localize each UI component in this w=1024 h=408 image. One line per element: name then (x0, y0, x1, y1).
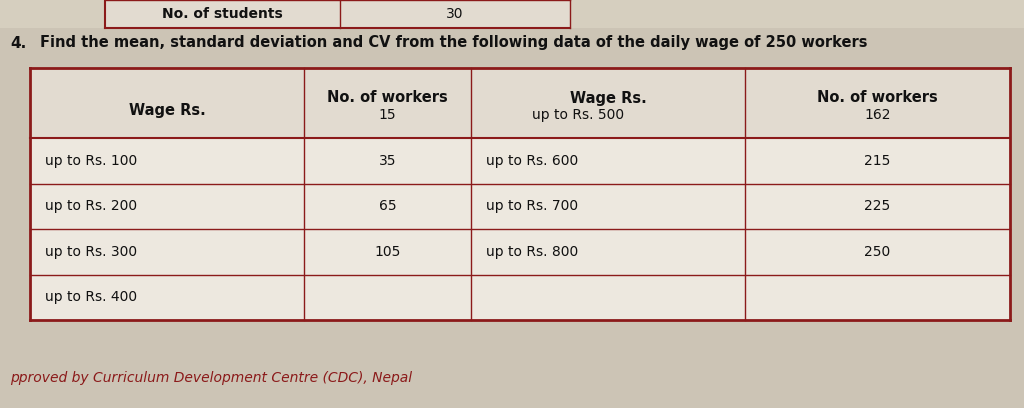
Text: Find the mean, standard deviation and CV from the following data of the daily wa: Find the mean, standard deviation and CV… (40, 35, 867, 51)
Bar (30, 275, 1010, 320)
Text: up to Rs. 500: up to Rs. 500 (531, 108, 624, 122)
Text: Wage Rs.: Wage Rs. (569, 91, 646, 106)
Text: up to Rs. 700: up to Rs. 700 (486, 199, 579, 213)
Bar (30, 68, 1010, 138)
Text: 65: 65 (379, 199, 396, 213)
Text: 4.: 4. (10, 35, 27, 51)
Text: up to Rs. 800: up to Rs. 800 (486, 245, 579, 259)
Text: 105: 105 (375, 245, 400, 259)
Text: up to Rs. 300: up to Rs. 300 (45, 245, 137, 259)
Text: up to Rs. 400: up to Rs. 400 (45, 290, 137, 304)
Text: 30: 30 (446, 7, 464, 21)
Bar (30, 229, 1010, 275)
Text: No. of students: No. of students (162, 7, 283, 21)
Text: No. of workers: No. of workers (327, 91, 447, 106)
Text: 15: 15 (379, 108, 396, 122)
Bar (30, 184, 1010, 229)
Text: No. of workers: No. of workers (817, 91, 938, 106)
Text: 250: 250 (864, 245, 891, 259)
Bar (105, 0, 570, 28)
Bar (0, 0, 1024, 28)
Text: up to Rs. 600: up to Rs. 600 (486, 154, 579, 168)
Bar (30, 138, 1010, 184)
Text: up to Rs. 200: up to Rs. 200 (45, 199, 137, 213)
Text: 35: 35 (379, 154, 396, 168)
Text: 215: 215 (864, 154, 891, 168)
Text: Wage Rs.: Wage Rs. (129, 104, 206, 118)
Text: up to Rs. 100: up to Rs. 100 (45, 154, 137, 168)
Text: pproved by Curriculum Development Centre (CDC), Nepal: pproved by Curriculum Development Centre… (10, 371, 412, 385)
Text: 225: 225 (864, 199, 891, 213)
Text: 162: 162 (864, 108, 891, 122)
